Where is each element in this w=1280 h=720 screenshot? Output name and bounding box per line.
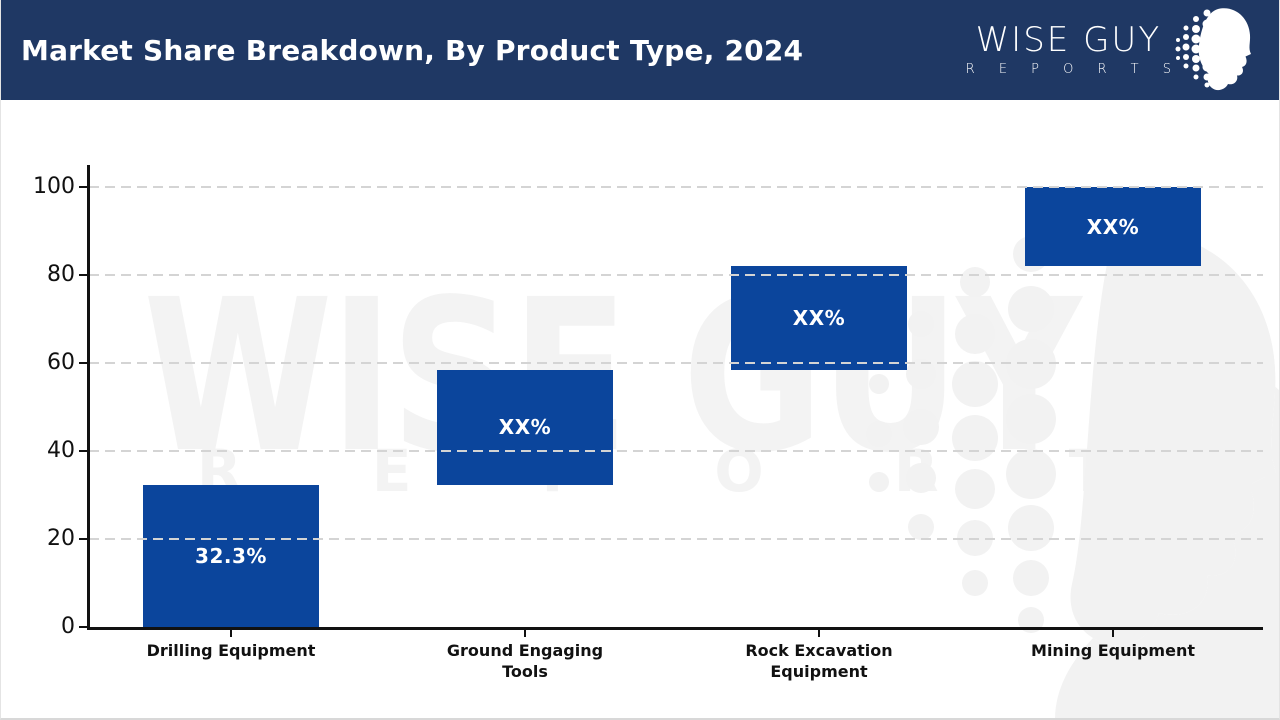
x-axis-label-line: Rock Excavation <box>745 641 893 660</box>
gridline <box>89 274 1263 276</box>
y-tick-label: 0 <box>61 614 75 639</box>
y-tick-label: 40 <box>47 438 75 463</box>
y-tick <box>79 274 89 276</box>
y-tick <box>79 626 89 628</box>
x-tick <box>818 629 820 637</box>
x-axis-label: Mining Equipment <box>983 640 1243 661</box>
y-tick-label: 60 <box>47 350 75 375</box>
gridline <box>89 362 1263 364</box>
logo-subtitle: R E P O R T S <box>965 62 1181 77</box>
y-tick-label: 20 <box>47 526 75 551</box>
logo-wordmark: WISE GUY <box>975 20 1162 60</box>
x-axis-label: Drilling Equipment <box>101 640 361 661</box>
y-tick <box>79 186 89 188</box>
y-tick-label: 100 <box>33 174 75 199</box>
gridline <box>89 186 1263 188</box>
watermark-head-dots <box>859 212 1279 718</box>
bar: XX% <box>1025 187 1201 267</box>
x-axis-label-line: Mining Equipment <box>1031 641 1195 660</box>
x-tick <box>1112 629 1114 637</box>
x-axis-label-line: Ground Engaging <box>446 641 604 660</box>
bar: XX% <box>731 266 907 371</box>
x-tick <box>230 629 232 637</box>
page-title: Market Share Breakdown, By Product Type,… <box>21 33 804 67</box>
y-axis-line <box>87 165 90 629</box>
wise-guy-logo: WISE GUY R E P O R T S <box>966 4 1255 96</box>
header-bar: Market Share Breakdown, By Product Type,… <box>1 0 1279 100</box>
x-axis-label: Ground Engaging Tools <box>395 640 655 682</box>
x-axis-line <box>87 627 1263 630</box>
bar-value-label: XX% <box>1086 214 1140 239</box>
logo-text: WISE GUY R E P O R T S <box>966 23 1171 77</box>
gridline <box>89 450 1263 452</box>
y-tick <box>79 538 89 540</box>
y-tick <box>79 450 89 452</box>
x-axis-label-line: Tools <box>502 662 548 681</box>
x-axis-label-line: Equipment <box>770 662 868 681</box>
y-tick <box>79 362 89 364</box>
x-tick <box>524 629 526 637</box>
x-axis-label-line: Drilling Equipment <box>146 641 316 660</box>
y-tick-label: 80 <box>47 262 75 287</box>
bar-value-label: XX% <box>498 415 552 440</box>
bar-value-label: XX% <box>792 306 846 331</box>
logo-head-dots-icon <box>1173 4 1255 96</box>
bar: 32.3% <box>143 484 319 627</box>
bar: XX% <box>437 370 613 485</box>
gridline <box>89 538 1263 540</box>
x-axis-label: Rock Excavation Equipment <box>689 640 949 682</box>
bar-value-label: 32.3% <box>195 543 267 568</box>
